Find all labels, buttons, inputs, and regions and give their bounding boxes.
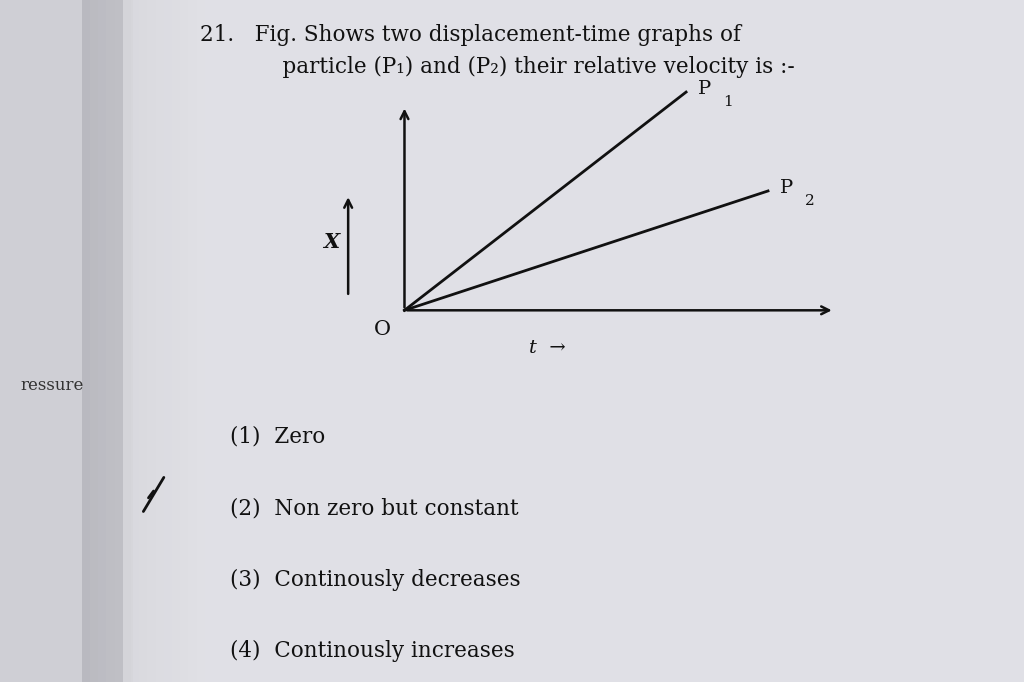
Bar xyxy=(106,0,115,682)
Bar xyxy=(0,0,123,682)
Bar xyxy=(98,0,106,682)
Text: (1)  Zero: (1) Zero xyxy=(230,426,326,447)
Text: (2)  Non zero but constant: (2) Non zero but constant xyxy=(230,497,519,519)
Bar xyxy=(156,0,164,682)
Text: O: O xyxy=(374,320,390,339)
Text: ressure: ressure xyxy=(20,377,84,394)
Bar xyxy=(133,0,1024,682)
Text: (3)  Continously decreases: (3) Continously decreases xyxy=(230,569,521,591)
Text: X: X xyxy=(323,232,339,252)
Text: P: P xyxy=(780,179,794,196)
Bar xyxy=(164,0,172,682)
Bar xyxy=(82,0,90,682)
Bar xyxy=(115,0,123,682)
Bar xyxy=(131,0,139,682)
Bar xyxy=(180,0,188,682)
Bar xyxy=(139,0,147,682)
Bar xyxy=(197,0,205,682)
Text: 1: 1 xyxy=(723,95,733,109)
Text: particle (P₁) and (P₂) their relative velocity is :-: particle (P₁) and (P₂) their relative ve… xyxy=(200,56,795,78)
Text: (4)  Continously increases: (4) Continously increases xyxy=(230,640,515,662)
Bar xyxy=(123,0,131,682)
Text: P: P xyxy=(698,80,712,98)
Text: t  →: t → xyxy=(529,339,566,357)
Text: 2: 2 xyxy=(805,194,815,208)
Bar xyxy=(90,0,98,682)
Bar xyxy=(172,0,180,682)
Text: 21.   Fig. Shows two displacement-time graphs of: 21. Fig. Shows two displacement-time gra… xyxy=(200,24,740,46)
Bar xyxy=(188,0,197,682)
Bar xyxy=(147,0,156,682)
